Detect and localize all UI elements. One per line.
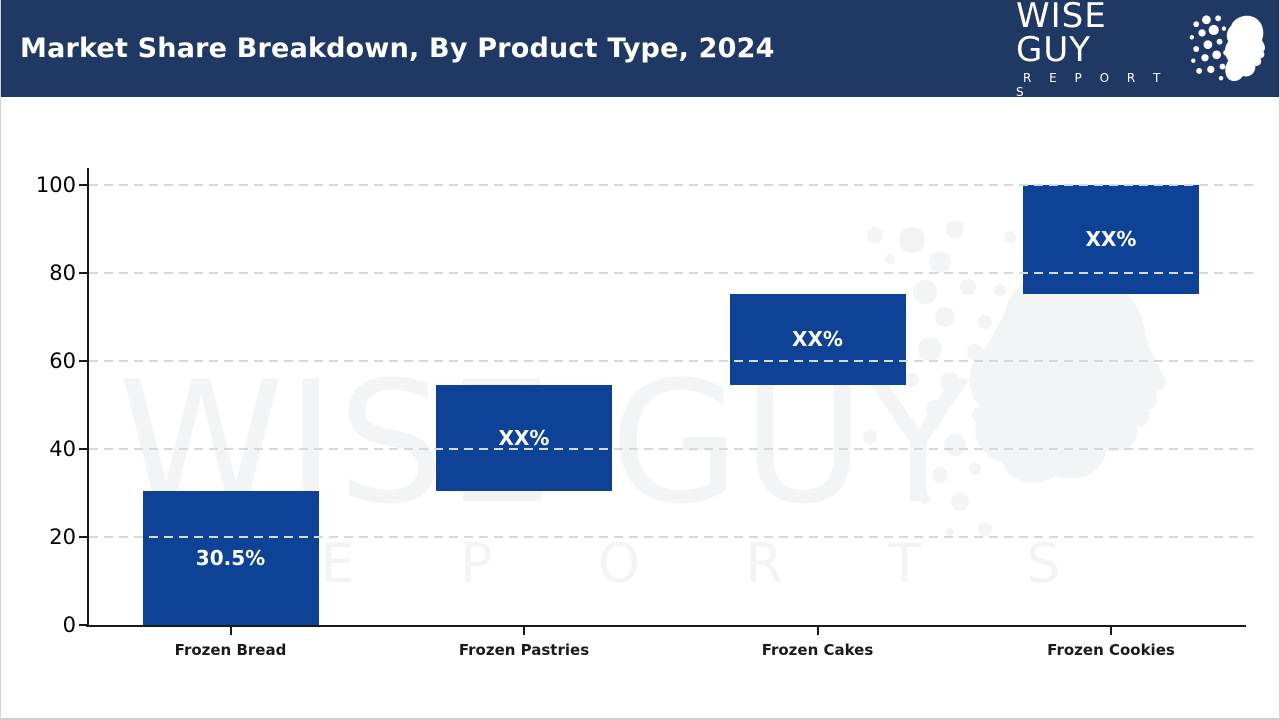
header-bar: Market Share Breakdown, By Product Type,… — [0, 0, 1280, 99]
gridline-y-100 — [89, 184, 1255, 186]
x-tick-frozen-cookies — [1110, 627, 1112, 635]
bar-frozen-cakes: XX% — [729, 293, 906, 386]
x-tick-label-frozen-cakes: Frozen Cakes — [761, 641, 874, 659]
gridline-y-20 — [89, 536, 1255, 538]
chart-canvas: WISE GUY R E P O R T S 0 20 40 60 80 100 30.5%… — [0, 97, 1280, 717]
brand-subtitle: R E P O R T S — [1016, 71, 1168, 99]
watermark-face-icon — [863, 220, 1166, 536]
bar-value-label-frozen-cookies: XX% — [1085, 227, 1137, 252]
y-tick-40 — [79, 448, 87, 450]
y-tick-label-100: 100 — [35, 173, 76, 197]
brand-logo-text: WISE GUY R E P O R T S — [1016, 0, 1182, 99]
x-tick-label-frozen-bread: Frozen Bread — [174, 641, 287, 659]
x-tick-frozen-cakes — [816, 627, 819, 635]
gridline-y-40 — [89, 448, 1255, 450]
bar-value-label-frozen-bread: 30.5% — [195, 545, 266, 570]
y-axis — [87, 168, 89, 627]
x-tick-frozen-pastries — [523, 627, 525, 635]
x-tick-label-frozen-pastries: Frozen Pastries — [458, 641, 590, 659]
y-tick-80 — [79, 272, 87, 274]
y-tick-label-60: 60 — [49, 349, 76, 373]
brand-face-icon — [1189, 15, 1265, 82]
x-tick-label-frozen-cookies: Frozen Cookies — [1047, 641, 1175, 659]
y-tick-20 — [79, 536, 87, 538]
x-tick-frozen-bread — [229, 627, 232, 635]
brand-logo: WISE GUY R E P O R T S — [1016, 0, 1266, 99]
brand-name: WISE GUY — [1016, 0, 1107, 70]
bar-frozen-cookies: XX% — [1023, 185, 1199, 294]
bar-value-label-frozen-cakes: XX% — [792, 327, 843, 352]
y-tick-label-20: 20 — [49, 525, 76, 549]
y-tick-60 — [79, 360, 87, 362]
y-tick-label-80: 80 — [49, 261, 76, 285]
bar-frozen-bread: 30.5% — [142, 490, 319, 625]
bar-frozen-pastries: XX% — [436, 385, 612, 491]
watermark-subtext: R E P O R T S — [178, 532, 1105, 595]
page-title: Market Share Breakdown, By Product Type,… — [20, 33, 775, 64]
gridline-y-80 — [89, 272, 1255, 274]
y-tick-label-0: 0 — [62, 613, 76, 637]
y-tick-0 — [79, 624, 87, 626]
x-axis — [86, 625, 1246, 627]
y-tick-label-40: 40 — [49, 437, 76, 461]
y-tick-100 — [79, 184, 87, 186]
bar-value-label-frozen-pastries: XX% — [498, 425, 550, 450]
gridline-y-60 — [89, 360, 1255, 362]
